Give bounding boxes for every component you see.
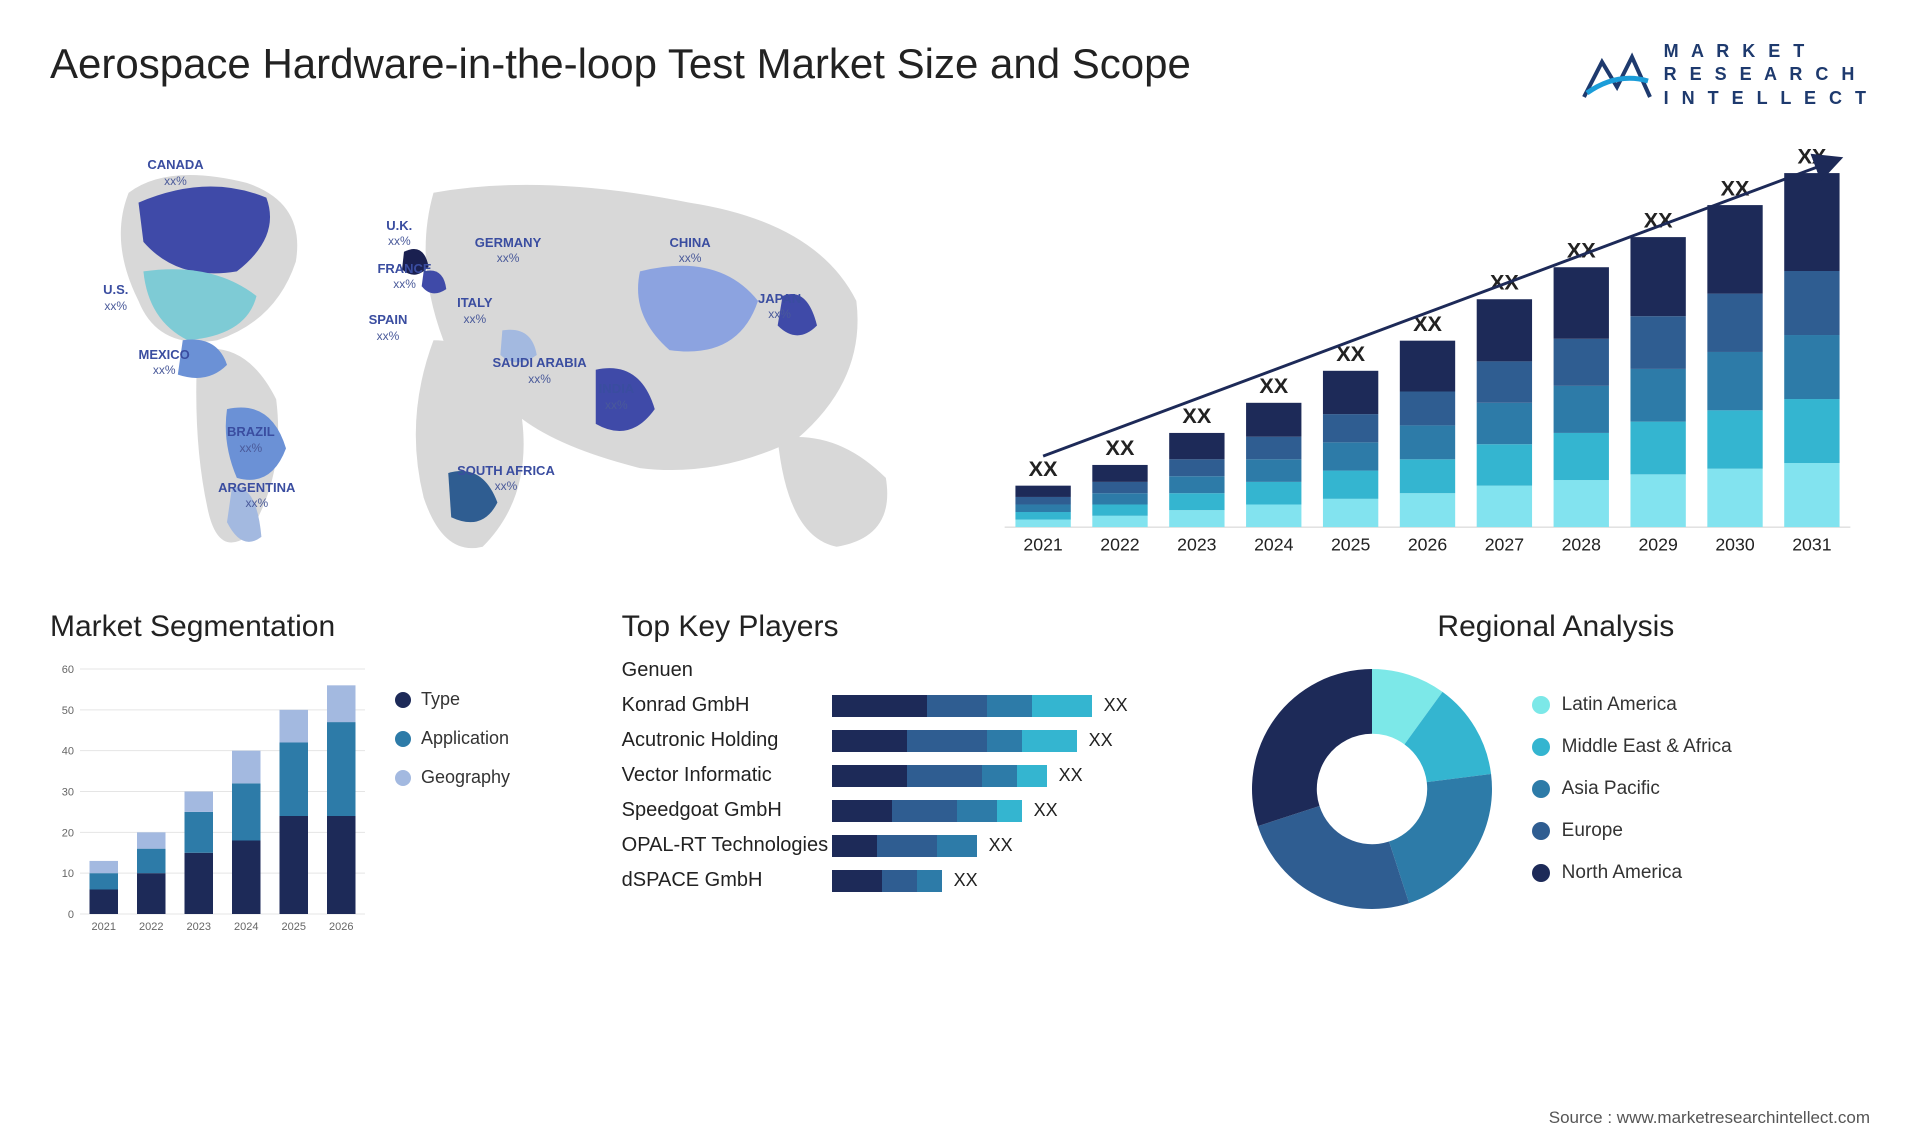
map-label: ITALYxx% [457, 295, 492, 326]
regional-section: Regional Analysis Latin America Middle Ea… [1242, 610, 1870, 939]
map-label: SPAINxx% [369, 312, 408, 343]
svg-text:2031: 2031 [1792, 535, 1831, 555]
svg-text:XX: XX [1644, 207, 1673, 232]
logo-text: M A R K E T R E S E A R C H I N T E L L … [1664, 40, 1870, 110]
world-map: CANADAxx% U.S.xx% MEXICOxx% BRAZILxx% ARGENT… [50, 140, 935, 570]
svg-text:2024: 2024 [1254, 535, 1294, 555]
legend-item: Application [395, 728, 510, 749]
player-name: dSPACE GmbH [622, 869, 832, 892]
regional-legend-item: Asia Pacific [1532, 778, 1732, 800]
player-name: Konrad GmbH [622, 694, 832, 717]
map-label: SAUDI ARABIAxx% [493, 355, 587, 386]
regional-legend-item: Europe [1532, 820, 1732, 842]
map-label: INDIAxx% [599, 381, 634, 412]
player-value: XX [1104, 695, 1128, 716]
regional-legend-item: Latin America [1532, 694, 1732, 716]
map-label: BRAZILxx% [227, 424, 275, 455]
svg-text:2025: 2025 [282, 921, 306, 933]
map-label: GERMANYxx% [475, 235, 541, 266]
svg-text:2029: 2029 [1638, 535, 1677, 555]
logo-icon [1582, 47, 1652, 103]
player-row: Speedgoat GmbH XX [622, 799, 1202, 822]
legend-item: Type [395, 689, 510, 710]
svg-text:0: 0 [68, 909, 74, 921]
player-name: Genuen [622, 659, 832, 682]
main-bar-chart: XX 2021 XX 2022 XX 2023 XX 2024 XX 2025 XX 2026 XX 20… [985, 140, 1870, 570]
player-value: XX [1059, 765, 1083, 786]
player-value: XX [989, 835, 1013, 856]
svg-text:2026: 2026 [329, 921, 353, 933]
segmentation-legend: Type Application Geography [395, 659, 510, 939]
source-text: Source : www.marketresearchintellect.com [1549, 1108, 1870, 1128]
player-name: Vector Informatic [622, 764, 832, 787]
map-label: SOUTH AFRICAxx% [457, 463, 555, 494]
svg-text:2026: 2026 [1408, 535, 1448, 555]
player-name: Speedgoat GmbH [622, 799, 832, 822]
svg-text:20: 20 [62, 828, 74, 840]
player-row: dSPACE GmbH XX [622, 869, 1202, 892]
regional-legend: Latin America Middle East & Africa Asia Pa… [1532, 694, 1732, 884]
svg-text:40: 40 [62, 746, 74, 758]
bottom-row: Market Segmentation 0 10 20 30 40 50 60 2021 202… [50, 610, 1870, 939]
players-list: GenuenKonrad GmbHXXAcutronic HoldingXXVe… [622, 659, 1202, 892]
svg-text:2027: 2027 [1485, 535, 1524, 555]
header: Aerospace Hardware-in-the-loop Test Mark… [50, 40, 1870, 110]
svg-text:XX: XX [1182, 403, 1211, 428]
player-name: Acutronic Holding [622, 729, 832, 752]
svg-text:2024: 2024 [234, 921, 258, 933]
svg-text:2021: 2021 [92, 921, 116, 933]
regional-legend-item: North America [1532, 862, 1732, 884]
map-label: FRANCExx% [377, 261, 431, 292]
player-value: XX [954, 870, 978, 891]
map-label: U.K.xx% [386, 218, 412, 249]
svg-text:2030: 2030 [1715, 535, 1755, 555]
main-chart-svg: XX 2021 XX 2022 XX 2023 XX 2024 XX 2025 XX 2026 XX 20… [985, 140, 1870, 570]
world-map-section: CANADAxx% U.S.xx% MEXICOxx% BRAZILxx% ARGENT… [50, 140, 935, 570]
svg-text:50: 50 [62, 705, 74, 717]
svg-text:XX: XX [1490, 270, 1519, 295]
player-value: XX [1089, 730, 1113, 751]
svg-text:60: 60 [62, 664, 74, 676]
players-section: Top Key Players GenuenKonrad GmbHXXAcutr… [622, 610, 1202, 939]
map-label: CHINAxx% [670, 235, 711, 266]
svg-text:XX: XX [1413, 311, 1442, 336]
player-value: XX [1034, 800, 1058, 821]
page-title: Aerospace Hardware-in-the-loop Test Mark… [50, 40, 1191, 88]
map-label: U.S.xx% [103, 282, 128, 313]
regional-title: Regional Analysis [1242, 610, 1870, 644]
svg-text:XX: XX [1259, 373, 1288, 398]
segmentation-title: Market Segmentation [50, 610, 582, 644]
segmentation-chart: 0 10 20 30 40 50 60 2021 2022 2023 2024 2025 2026 [50, 659, 370, 939]
top-row: CANADAxx% U.S.xx% MEXICOxx% BRAZILxx% ARGENT… [50, 140, 1870, 570]
svg-text:10: 10 [62, 868, 74, 880]
player-row: Genuen [622, 659, 1202, 682]
svg-text:2025: 2025 [1331, 535, 1371, 555]
map-label: CANADAxx% [147, 157, 203, 188]
player-row: OPAL-RT Technologies XX [622, 834, 1202, 857]
svg-text:30: 30 [62, 787, 74, 799]
svg-text:2022: 2022 [1100, 535, 1139, 555]
map-label: JAPANxx% [758, 291, 801, 322]
brand-logo: M A R K E T R E S E A R C H I N T E L L … [1582, 40, 1870, 110]
player-row: Vector Informatic XX [622, 764, 1202, 787]
svg-text:2023: 2023 [1177, 535, 1217, 555]
map-label: ARGENTINAxx% [218, 480, 295, 511]
player-name: OPAL-RT Technologies [622, 834, 832, 857]
svg-text:2022: 2022 [139, 921, 163, 933]
legend-item: Geography [395, 767, 510, 788]
svg-text:2023: 2023 [187, 921, 211, 933]
donut-chart [1242, 659, 1502, 919]
player-row: Acutronic Holding XX [622, 729, 1202, 752]
regional-legend-item: Middle East & Africa [1532, 736, 1732, 758]
svg-text:XX: XX [1029, 456, 1058, 481]
svg-text:2021: 2021 [1023, 535, 1062, 555]
svg-text:2028: 2028 [1562, 535, 1602, 555]
map-label: MEXICOxx% [139, 347, 190, 378]
segmentation-section: Market Segmentation 0 10 20 30 40 50 60 2021 202… [50, 610, 582, 939]
player-row: Konrad GmbH XX [622, 694, 1202, 717]
players-title: Top Key Players [622, 610, 1202, 644]
svg-text:XX: XX [1106, 435, 1135, 460]
